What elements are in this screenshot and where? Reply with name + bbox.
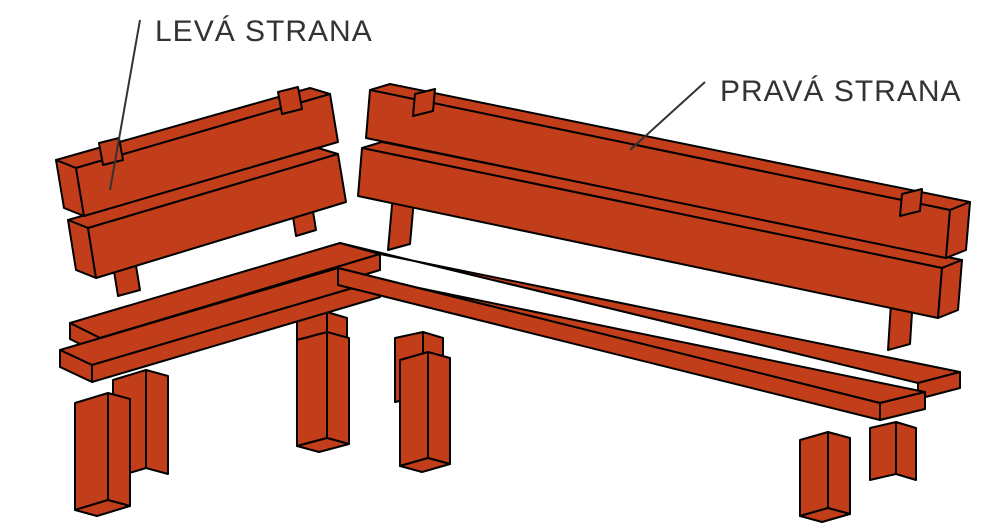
diagram-stage: LEVÁ STRANA PRAVÁ STRANA — [0, 0, 994, 532]
label-right-side: PRAVÁ STRANA — [720, 75, 962, 109]
label-left-side: LEVÁ STRANA — [155, 15, 373, 49]
